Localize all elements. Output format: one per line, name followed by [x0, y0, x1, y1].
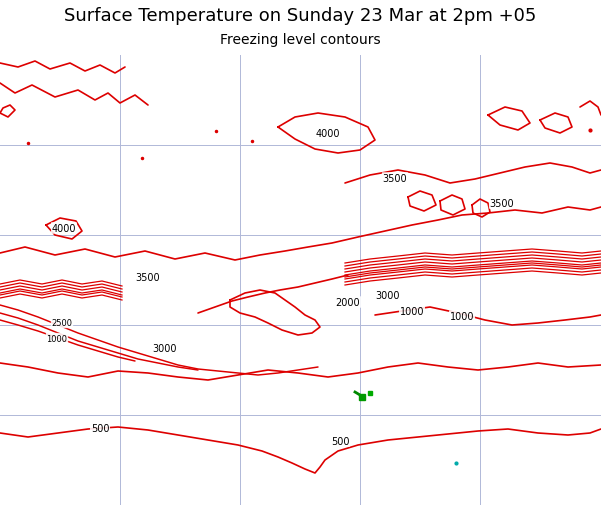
Text: 4000: 4000: [52, 224, 76, 233]
Text: 3500: 3500: [136, 273, 160, 282]
Text: 1000: 1000: [400, 307, 424, 316]
Text: 1000: 1000: [46, 334, 67, 343]
Text: 500: 500: [331, 436, 349, 446]
Text: 3000: 3000: [153, 343, 177, 354]
Text: 2000: 2000: [336, 297, 361, 308]
Text: 1000: 1000: [450, 312, 474, 321]
Text: Surface Temperature on Sunday 23 Mar at 2pm +05: Surface Temperature on Sunday 23 Mar at …: [64, 7, 537, 25]
Text: 2500: 2500: [52, 319, 73, 328]
Text: 500: 500: [91, 423, 109, 433]
Text: Freezing level contours: Freezing level contours: [220, 33, 381, 47]
Text: 3500: 3500: [383, 174, 407, 184]
Text: 3000: 3000: [376, 290, 400, 300]
Text: 3500: 3500: [490, 198, 514, 209]
Text: 4000: 4000: [316, 129, 340, 139]
